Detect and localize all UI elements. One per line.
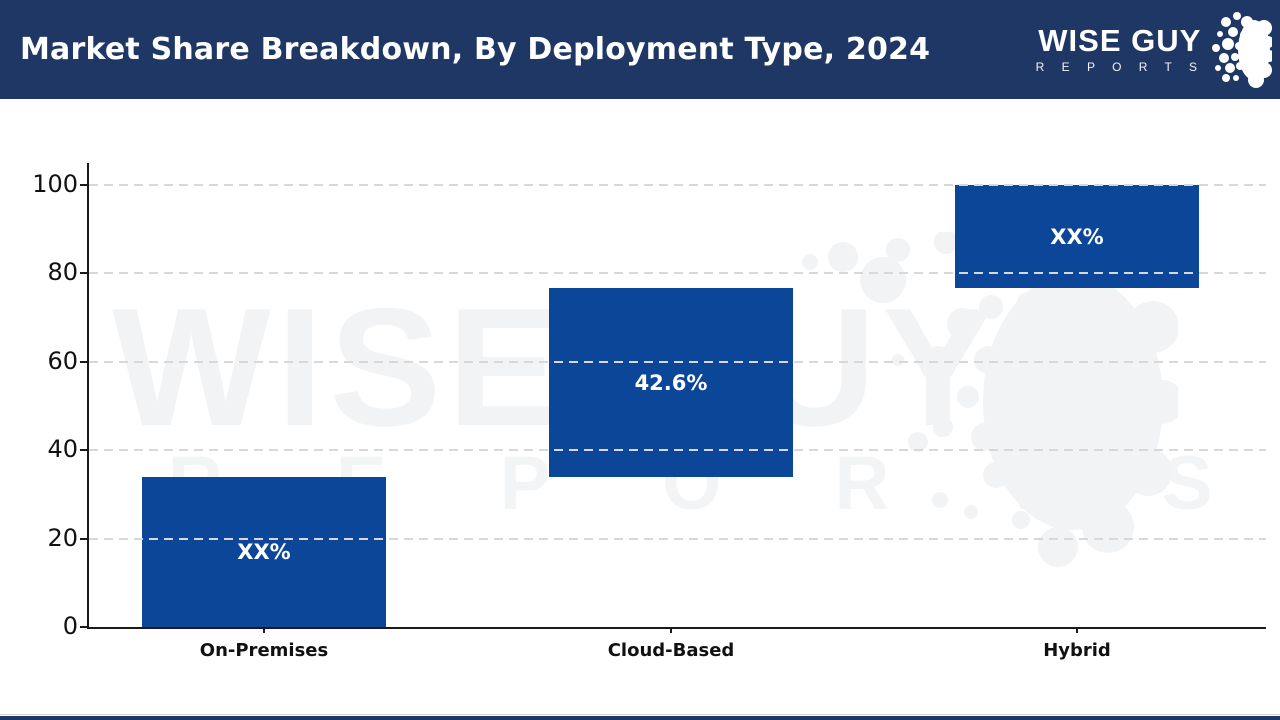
y-tick-mark (80, 626, 87, 628)
y-tick-mark (80, 537, 87, 540)
y-tick-mark (80, 184, 87, 186)
y-tick-mark (80, 272, 87, 275)
y-tick-mark (80, 449, 87, 452)
y-tick-label: 80 (47, 258, 78, 287)
page-title: Market Share Breakdown, By Deployment Ty… (20, 32, 931, 67)
x-tick-label: Hybrid (1043, 640, 1111, 661)
bar: 42.6% (549, 288, 793, 477)
gridline (89, 537, 1266, 540)
y-tick-mark (80, 360, 87, 363)
x-tick-mark (1076, 627, 1078, 633)
logo-reports-text: R E P O R T S (1035, 60, 1204, 74)
y-axis-line (87, 163, 89, 629)
y-tick-label: 60 (47, 346, 78, 375)
gridline (89, 360, 1266, 363)
footer-bar (0, 716, 1280, 720)
logo-text: WISE GUY R E P O R T S (1036, 25, 1204, 74)
y-tick-label: 100 (32, 170, 78, 198)
logo-wiseguy-text: WISE GUY (1038, 23, 1202, 58)
wiseguy-face-logo-icon (1212, 11, 1272, 88)
y-tick-label: 0 (62, 612, 78, 640)
gridline (89, 184, 1266, 186)
header: Market Share Breakdown, By Deployment Ty… (0, 0, 1280, 99)
x-tick-label: On-Premises (199, 640, 329, 661)
footer-divider (0, 714, 1280, 715)
x-tick-label: Cloud-Based (607, 640, 735, 661)
bar-value-label: XX% (237, 539, 291, 564)
y-tick-label: 20 (47, 523, 78, 552)
gridline (89, 449, 1266, 452)
bar: XX% (955, 185, 1199, 289)
bar: XX% (142, 476, 386, 627)
bar-value-label: XX% (1050, 224, 1104, 249)
x-tick-mark (670, 627, 672, 633)
y-tick-label: 40 (47, 435, 78, 464)
x-axis-line (87, 627, 1266, 629)
gridline (89, 272, 1266, 275)
bar-value-label: 42.6% (634, 370, 708, 395)
x-tick-mark (263, 627, 265, 633)
wiseguy-logo: WISE GUY R E P O R T S (1036, 8, 1280, 92)
wiseguy-face-watermark-icon (802, 232, 1178, 567)
